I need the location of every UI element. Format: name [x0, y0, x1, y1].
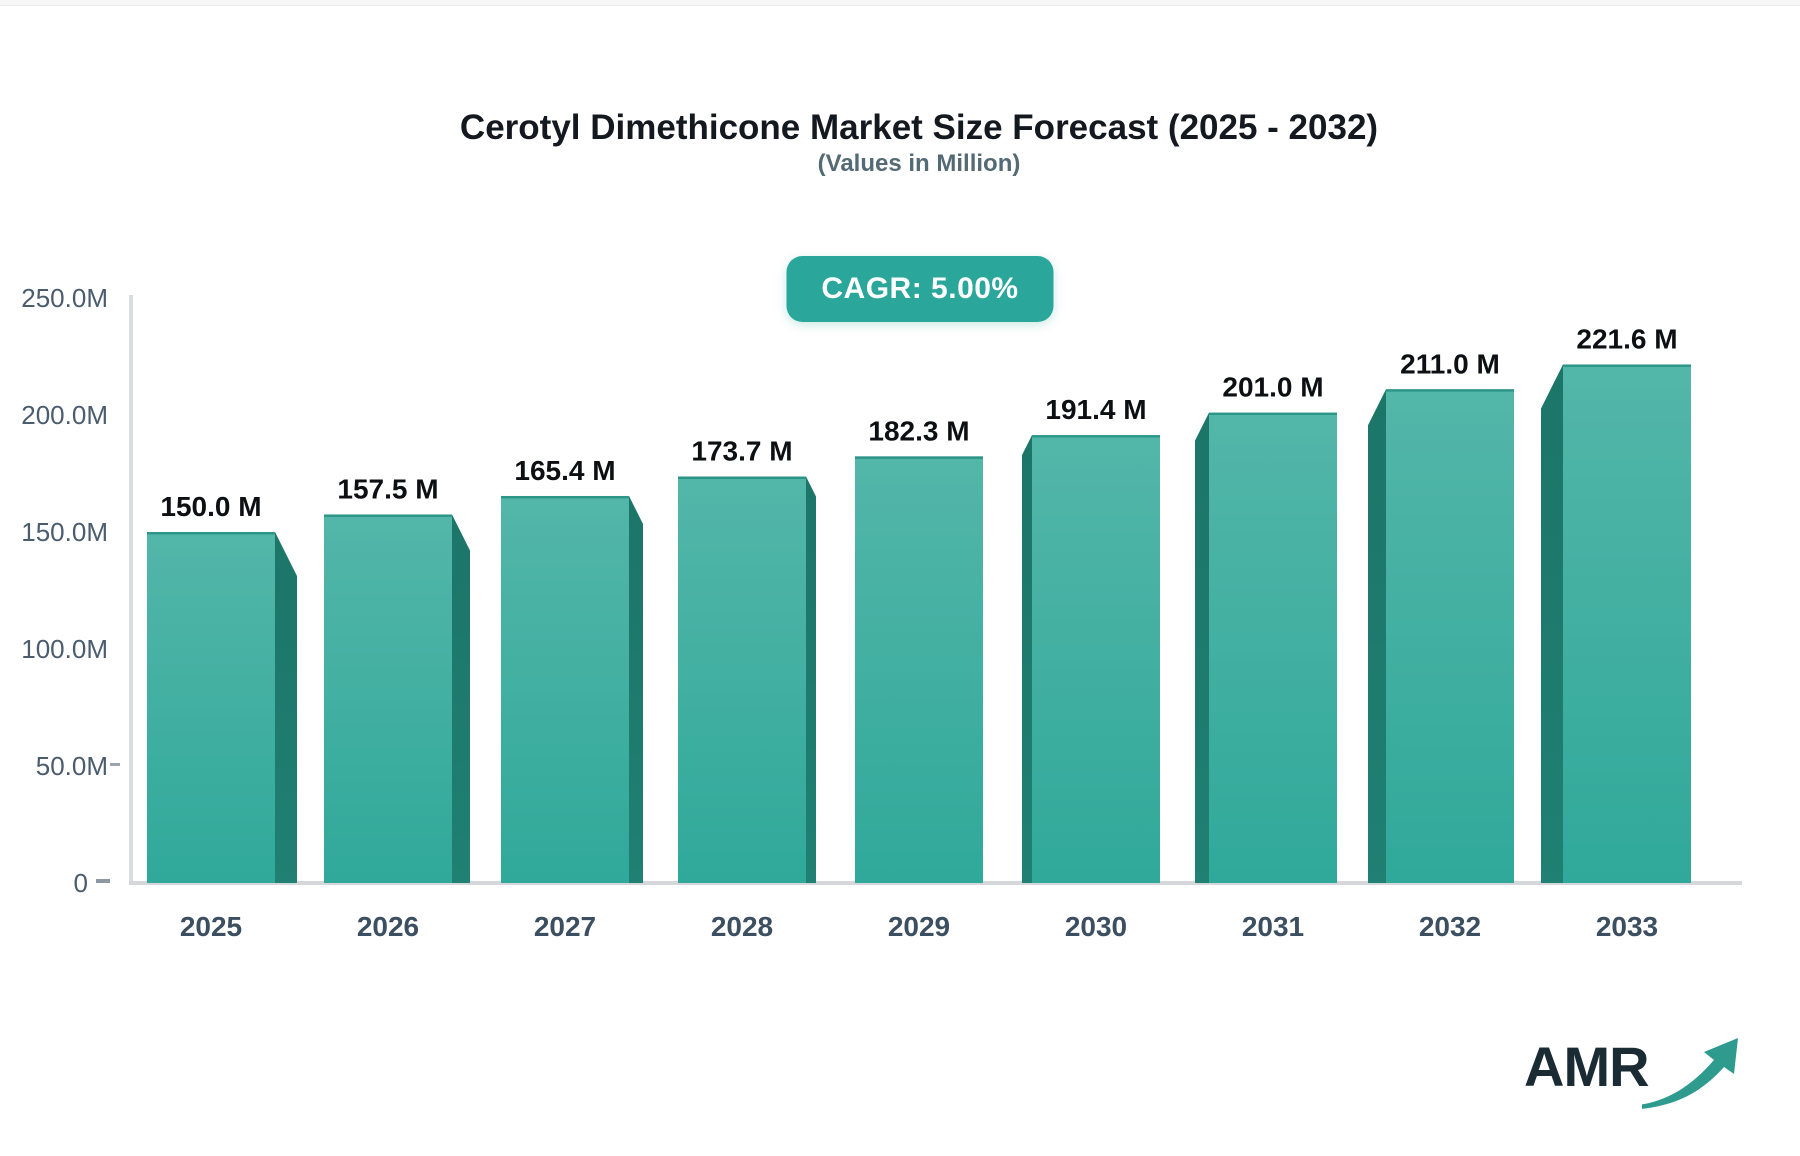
- bar-2026[interactable]: [324, 514, 452, 883]
- x-axis-label: 2031: [1242, 911, 1304, 942]
- x-axis-label: 2029: [888, 911, 950, 942]
- bar-2032[interactable]: [1386, 389, 1514, 883]
- bar-value-label: 165.4 M: [514, 455, 615, 486]
- bar-2029[interactable]: [855, 456, 983, 883]
- y-axis-label: 250.0M: [21, 283, 108, 313]
- bar-2027[interactable]: [501, 495, 629, 883]
- x-axis-label: 2028: [711, 911, 773, 942]
- bar-side-face: [1368, 389, 1386, 883]
- bar-value-label: 173.7 M: [691, 436, 792, 467]
- bar-2033[interactable]: [1563, 364, 1691, 883]
- x-axis-label: 2033: [1596, 911, 1658, 942]
- y-axis-label: 50.0M: [36, 751, 108, 781]
- y-axis-line: [129, 295, 133, 883]
- bar-2031[interactable]: [1209, 412, 1337, 883]
- page-top-strip: [0, 0, 1800, 6]
- bar-value-label: 150.0 M: [160, 491, 261, 522]
- bar-value-label: 182.3 M: [868, 415, 969, 446]
- x-axis-label: 2027: [534, 911, 596, 942]
- bar-side-face: [1195, 412, 1209, 883]
- y-axis-tick: [110, 763, 120, 766]
- bar-side-face: [275, 532, 297, 883]
- bar-value-label: 211.0 M: [1400, 348, 1500, 379]
- bar-value-label: 221.6 M: [1576, 323, 1677, 354]
- chart-subtitle: (Values in Million): [817, 150, 1021, 177]
- bar-2025[interactable]: [147, 532, 275, 883]
- y-axis-label: 0: [74, 868, 88, 898]
- bar-side-face: [806, 476, 816, 883]
- cagr-badge-label: CAGR: 5.00%: [821, 272, 1019, 305]
- bar-2030[interactable]: [1032, 435, 1160, 883]
- bar-side-face: [1541, 364, 1563, 883]
- bar-side-face: [1022, 435, 1032, 883]
- bar-value-label: 191.4 M: [1045, 394, 1146, 425]
- growth-arrow-icon: [1642, 1038, 1738, 1109]
- x-axis-label: 2025: [180, 911, 242, 942]
- y-axis-label: 150.0M: [21, 517, 108, 547]
- cagr-badge: CAGR: 5.00%: [786, 256, 1054, 322]
- chart-title: Cerotyl Dimethicone Market Size Forecast…: [459, 108, 1379, 147]
- bar-side-face: [452, 514, 470, 883]
- amr-logo: AMR: [1524, 1030, 1754, 1120]
- y-axis-label: 100.0M: [21, 634, 108, 664]
- x-axis-label: 2032: [1419, 911, 1481, 942]
- x-axis-label: 2026: [357, 911, 419, 942]
- bar-side-face: [629, 495, 643, 883]
- y-axis-label: 200.0M: [21, 400, 108, 430]
- bar-value-label: 201.0 M: [1222, 372, 1323, 403]
- amr-logo-text: AMR: [1524, 1035, 1650, 1098]
- bar-value-label: 157.5 M: [337, 473, 438, 504]
- y-axis-tick: [96, 879, 110, 883]
- x-axis-label: 2030: [1065, 911, 1127, 942]
- bar-2028[interactable]: [678, 476, 806, 883]
